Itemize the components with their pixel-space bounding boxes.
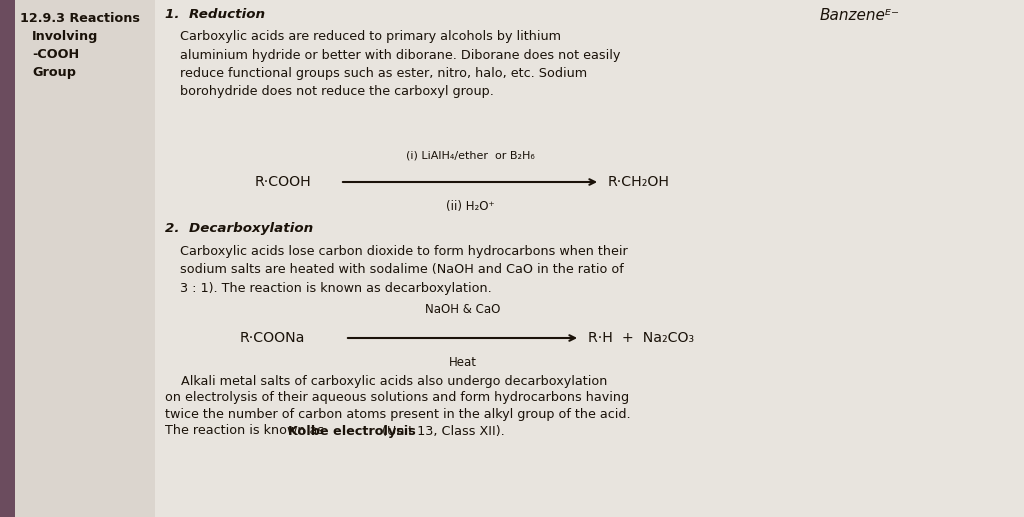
Text: NaOH & CaO: NaOH & CaO bbox=[425, 303, 501, 316]
Text: (ii) H₂O⁺: (ii) H₂O⁺ bbox=[445, 200, 495, 213]
Text: R·H  +  Na₂CO₃: R·H + Na₂CO₃ bbox=[588, 331, 694, 345]
Text: R·COONa: R·COONa bbox=[240, 331, 305, 345]
Text: Alkali metal salts of carboxylic acids also undergo decarboxylation: Alkali metal salts of carboxylic acids a… bbox=[165, 375, 607, 388]
Bar bbox=[0, 0, 15, 517]
Text: -COOH: -COOH bbox=[32, 48, 79, 61]
Text: Carboxylic acids lose carbon dioxide to form hydrocarbons when their
sodium salt: Carboxylic acids lose carbon dioxide to … bbox=[180, 245, 628, 295]
Text: 1.  Reduction: 1. Reduction bbox=[165, 8, 265, 21]
Text: The reaction is known as: The reaction is known as bbox=[165, 424, 328, 437]
Bar bbox=[15, 0, 155, 517]
Text: Banzeneᴱ⁻: Banzeneᴱ⁻ bbox=[820, 8, 900, 23]
Text: on electrolysis of their aqueous solutions and form hydrocarbons having: on electrolysis of their aqueous solutio… bbox=[165, 391, 629, 404]
Text: twice the number of carbon atoms present in the alkyl group of the acid.: twice the number of carbon atoms present… bbox=[165, 408, 631, 421]
Text: R·COOH: R·COOH bbox=[255, 175, 311, 189]
Text: 12.9.3 Reactions: 12.9.3 Reactions bbox=[20, 12, 140, 25]
Text: Involving: Involving bbox=[32, 30, 98, 43]
Text: Kolbe electrolysis: Kolbe electrolysis bbox=[288, 424, 416, 437]
Text: Heat: Heat bbox=[449, 356, 477, 369]
Text: Carboxylic acids are reduced to primary alcohols by lithium
aluminium hydride or: Carboxylic acids are reduced to primary … bbox=[180, 30, 621, 99]
Text: (i) LiAlH₄/ether  or B₂H₆: (i) LiAlH₄/ether or B₂H₆ bbox=[406, 150, 535, 160]
Text: Group: Group bbox=[32, 66, 76, 79]
Text: R·CH₂OH: R·CH₂OH bbox=[608, 175, 670, 189]
Text: 2.  Decarboxylation: 2. Decarboxylation bbox=[165, 222, 313, 235]
Text: (Unit 13, Class XII).: (Unit 13, Class XII). bbox=[378, 424, 505, 437]
